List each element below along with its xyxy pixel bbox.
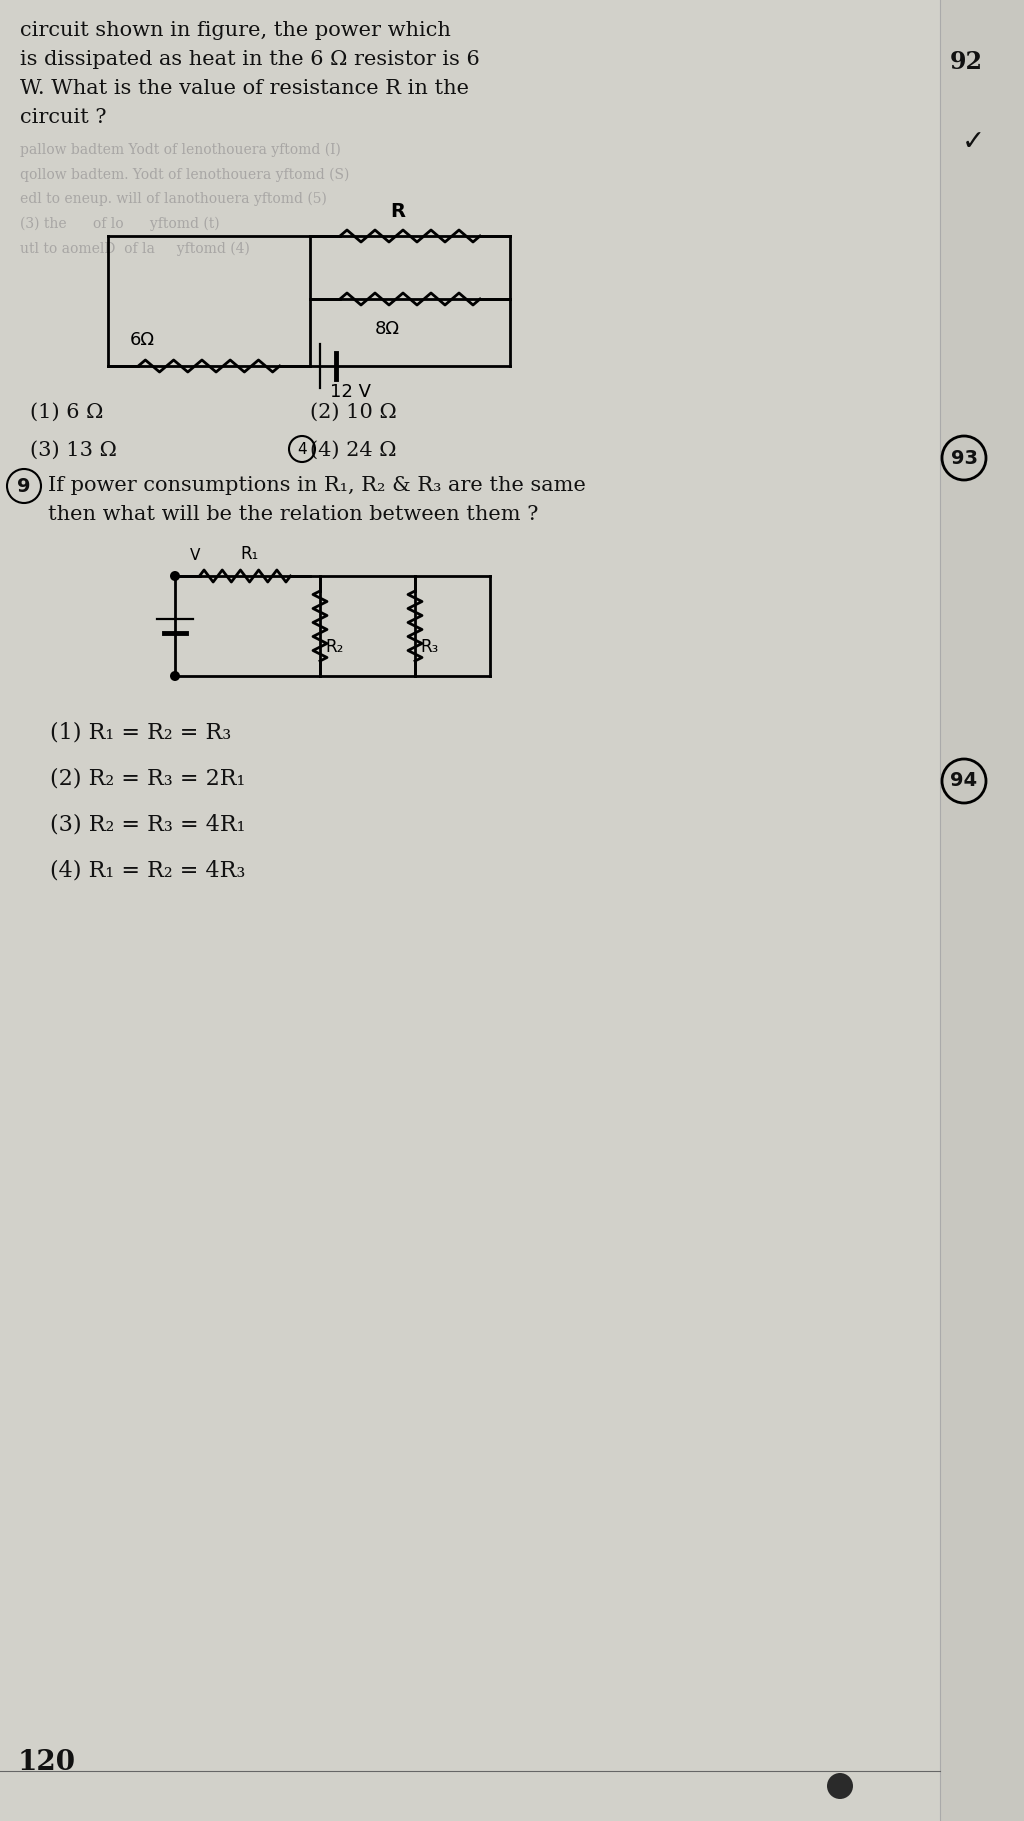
Text: ✓: ✓ xyxy=(962,127,985,157)
Circle shape xyxy=(170,670,180,681)
Text: If power consumptions in R₁, R₂ & R₃ are the same: If power consumptions in R₁, R₂ & R₃ are… xyxy=(48,475,586,495)
Text: R₂: R₂ xyxy=(325,637,343,656)
Text: (3) 13 Ω: (3) 13 Ω xyxy=(30,441,117,461)
Text: utl to aomelD  of la     yftomd (4): utl to aomelD of la yftomd (4) xyxy=(20,242,250,255)
Text: 12 V: 12 V xyxy=(330,382,371,401)
Text: is dissipated as heat in the 6 Ω resistor is 6: is dissipated as heat in the 6 Ω resisto… xyxy=(20,49,480,69)
Text: then what will be the relation between them ?: then what will be the relation between t… xyxy=(48,504,539,524)
Text: circuit ?: circuit ? xyxy=(20,107,106,127)
Text: 8Ω: 8Ω xyxy=(375,320,400,339)
Text: (1) R₁ = R₂ = R₃: (1) R₁ = R₂ = R₃ xyxy=(50,721,231,743)
Text: (4) 24 Ω: (4) 24 Ω xyxy=(310,441,396,461)
Text: (3) R₂ = R₃ = 4R₁: (3) R₂ = R₃ = 4R₁ xyxy=(50,812,246,836)
Text: 6Ω: 6Ω xyxy=(130,331,155,350)
Text: W. What is the value of resistance R in the: W. What is the value of resistance R in … xyxy=(20,78,469,98)
Text: circuit shown in figure, the power which: circuit shown in figure, the power which xyxy=(20,22,451,40)
Text: edl to eneup. will of lanothouera yftomd (5): edl to eneup. will of lanothouera yftomd… xyxy=(20,191,327,206)
Text: (2) R₂ = R₃ = 2R₁: (2) R₂ = R₃ = 2R₁ xyxy=(50,767,246,788)
Text: 92: 92 xyxy=(950,49,983,75)
Text: 93: 93 xyxy=(950,448,978,468)
Text: qollow badtem. Yodt of lenothouera yftomd (S): qollow badtem. Yodt of lenothouera yftom… xyxy=(20,168,349,182)
Text: (4) R₁ = R₂ = 4R₃: (4) R₁ = R₂ = 4R₃ xyxy=(50,860,246,881)
Text: 94: 94 xyxy=(950,772,978,790)
Text: V: V xyxy=(190,548,201,563)
Text: 9: 9 xyxy=(17,477,31,495)
Text: 4: 4 xyxy=(297,441,307,457)
Text: (3) the      of lo      yftomd (t): (3) the of lo yftomd (t) xyxy=(20,217,219,231)
Bar xyxy=(940,0,1024,1821)
Text: 120: 120 xyxy=(18,1748,76,1775)
Text: pallow badtem Yodt of lenothouera yftomd (I): pallow badtem Yodt of lenothouera yftomd… xyxy=(20,142,341,157)
Text: R₃: R₃ xyxy=(420,637,438,656)
Text: (1) 6 Ω: (1) 6 Ω xyxy=(30,402,103,422)
Circle shape xyxy=(827,1774,853,1799)
Text: R₁: R₁ xyxy=(240,544,258,563)
Text: R: R xyxy=(390,202,406,220)
Text: (2) 10 Ω: (2) 10 Ω xyxy=(310,402,396,422)
Circle shape xyxy=(170,572,180,581)
